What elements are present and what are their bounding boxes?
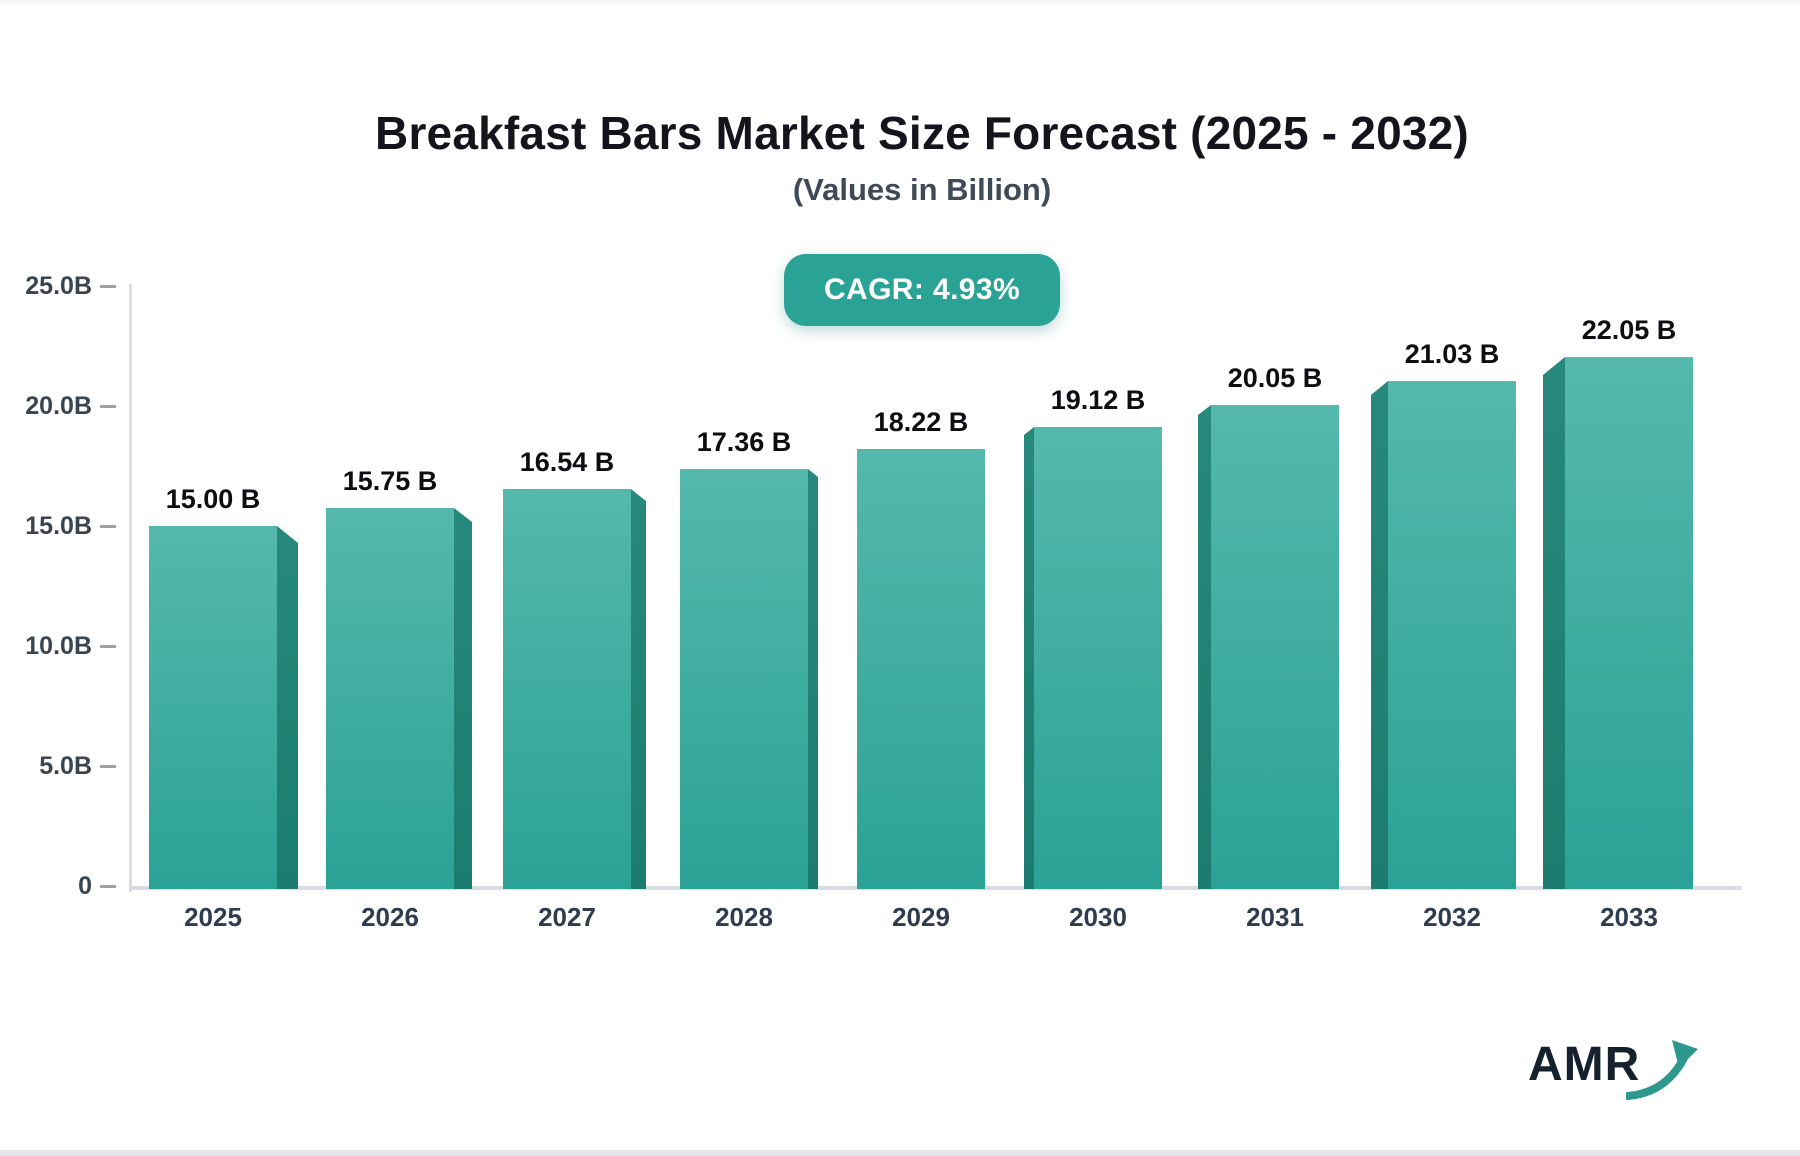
bar-2032: [1388, 381, 1516, 889]
bar-2028: [680, 469, 808, 889]
x-axis-label-2025: 2025: [184, 902, 242, 932]
amr-logo-text: AMR: [1528, 1038, 1641, 1091]
x-axis-label-2030: 2030: [1069, 902, 1127, 932]
y-tick-dash: [100, 885, 116, 888]
chart-subtitle: (Values in Billion): [792, 172, 1052, 207]
bar-2033: [1565, 357, 1693, 889]
y-tick-dash: [100, 645, 116, 648]
y-axis-line: [129, 284, 132, 892]
bar-2025: [149, 526, 277, 889]
x-axis-label-2032: 2032: [1423, 902, 1481, 932]
bar-value-label: 15.00 B: [165, 484, 261, 514]
cagr-badge-row: CAGR: 4.93%: [44, 254, 1800, 326]
bar-value-label: 16.54 B: [519, 447, 615, 477]
bar-value-label: 19.12 B: [1050, 385, 1146, 415]
page-bottom-border: [0, 1150, 1800, 1156]
bar-side-face: [1371, 381, 1388, 889]
bar-side-face: [1024, 427, 1034, 889]
y-tick-dash: [100, 765, 116, 768]
y-tick-dash: [100, 405, 116, 408]
bar-value-label: 15.75 B: [342, 466, 438, 496]
chart-title: Breakfast Bars Market Size Forecast (202…: [375, 107, 1469, 159]
bar-value-label: 17.36 B: [696, 427, 792, 457]
bar-side-face: [1543, 357, 1565, 889]
bar-2029: [857, 449, 985, 889]
bar-value-label: 21.03 B: [1404, 339, 1500, 369]
bar-2030: [1034, 427, 1162, 889]
y-tick-label: 5.0B: [39, 752, 92, 780]
y-tick-label: 25.0B: [25, 272, 92, 300]
bar-value-label: 22.05 B: [1581, 315, 1677, 345]
x-axis-label-2027: 2027: [538, 902, 596, 932]
y-tick-label: 10.0B: [25, 632, 92, 660]
bar-side-face: [808, 469, 818, 889]
bar-2026: [326, 508, 454, 889]
page-top-border: [0, 0, 1800, 4]
bar-side-face: [631, 489, 646, 889]
x-axis-label-2031: 2031: [1246, 902, 1304, 932]
bar-value-label: 18.22 B: [873, 407, 969, 437]
amr-logo: AMR: [1528, 1036, 1700, 1100]
x-axis-label-2028: 2028: [715, 902, 773, 932]
bar-2027: [503, 489, 631, 889]
y-tick-dash: [100, 525, 116, 528]
x-axis-label-2029: 2029: [892, 902, 950, 932]
bar-side-face: [454, 508, 472, 889]
y-tick-label: 0: [78, 872, 92, 900]
y-tick-dash: [100, 285, 116, 288]
bar-side-face: [1198, 405, 1211, 889]
growth-arrow-icon: [1626, 1040, 1699, 1100]
x-axis-label-2033: 2033: [1600, 902, 1658, 932]
cagr-badge: CAGR: 4.93%: [783, 254, 1061, 326]
bar-2031: [1211, 405, 1339, 889]
y-tick-label: 15.0B: [25, 512, 92, 540]
x-axis-label-2026: 2026: [361, 902, 419, 932]
bar-value-label: 20.05 B: [1227, 363, 1323, 393]
bar-side-face: [277, 526, 298, 889]
y-tick-label: 20.0B: [25, 392, 92, 420]
